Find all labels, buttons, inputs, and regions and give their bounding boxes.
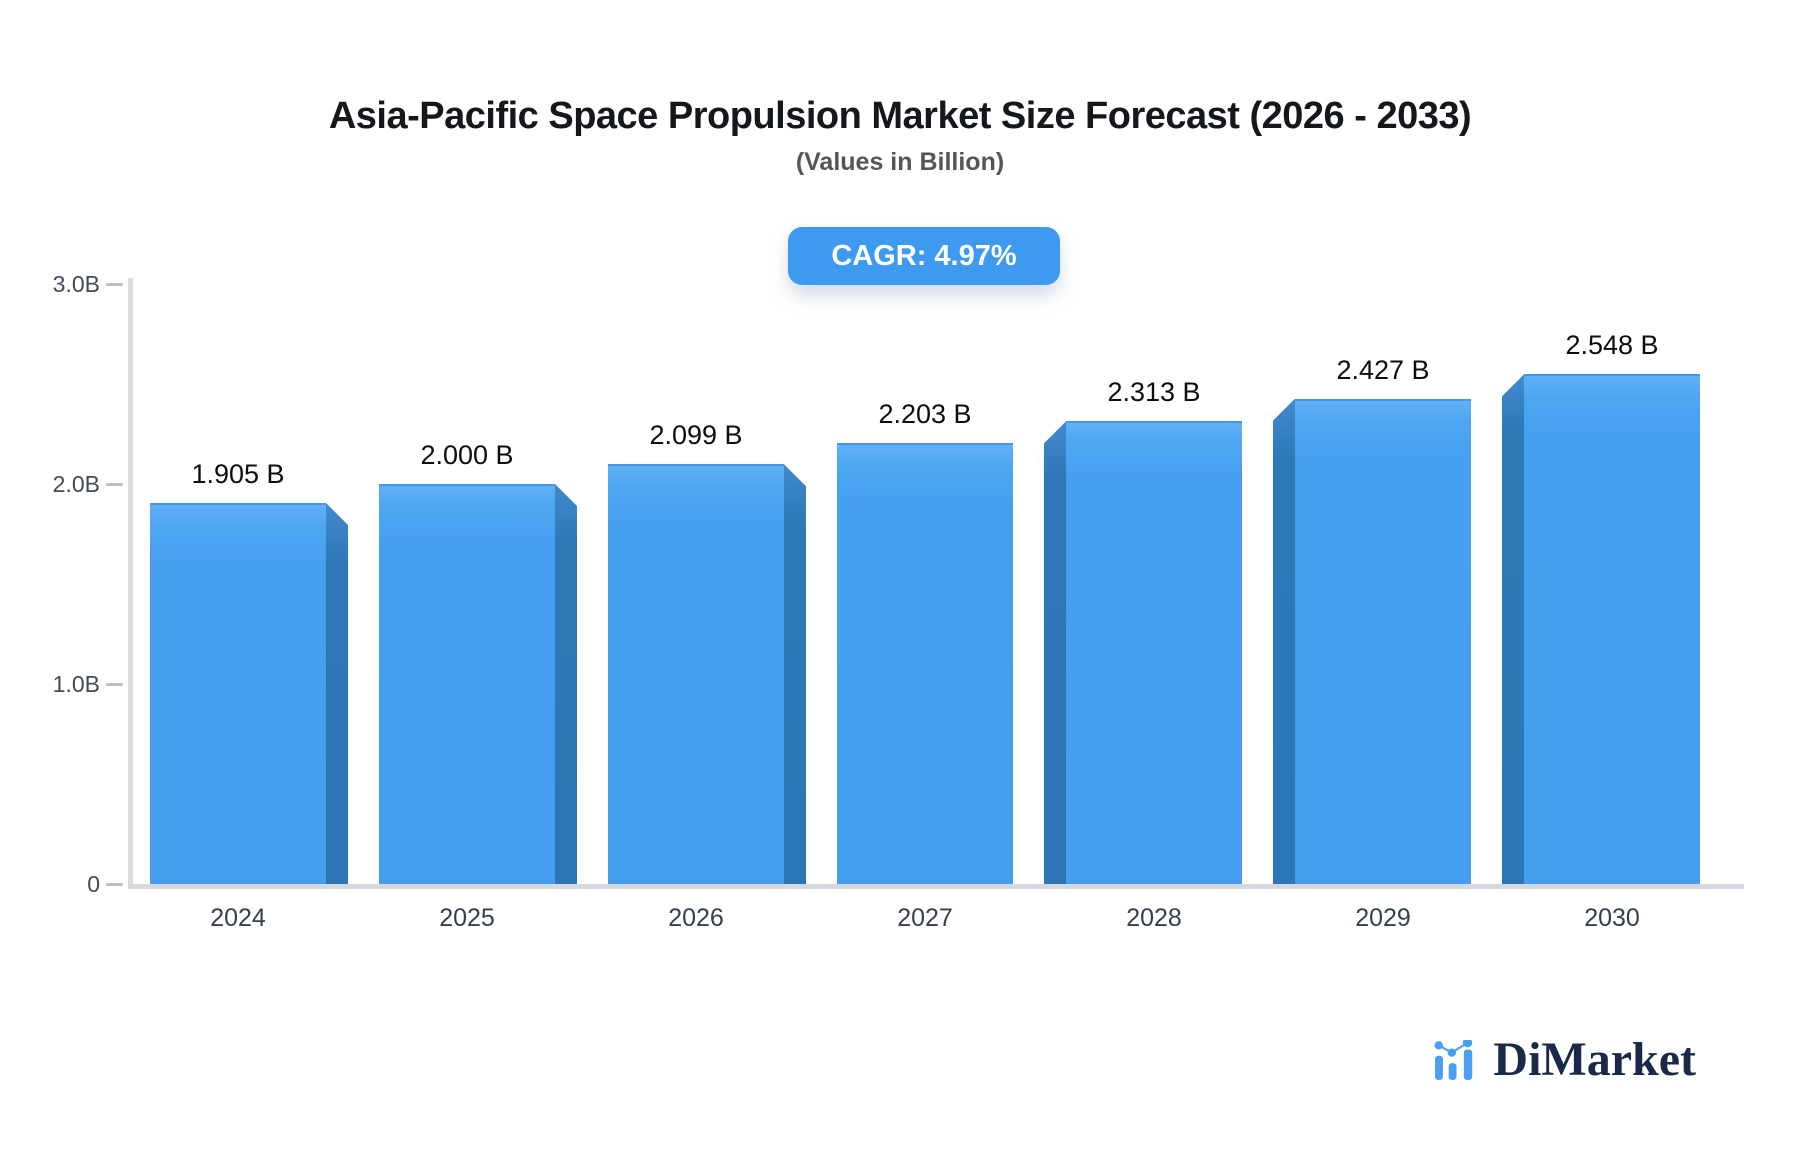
bar-value-label-2026: 2.099 B (649, 420, 743, 451)
bar-2026 (608, 464, 784, 884)
bar-3d-side-2030 (1502, 374, 1524, 884)
y-tick-label: 2.0B (52, 471, 100, 497)
brand-logo: DiMarket (1434, 1032, 1696, 1087)
bar-value-label-2030: 2.548 B (1565, 330, 1659, 361)
y-tick-label: 1.0B (52, 671, 100, 697)
bar-3d-side-2026 (784, 464, 806, 884)
x-tick-label-2025: 2025 (439, 904, 495, 932)
x-tick-label-2029: 2029 (1355, 904, 1411, 932)
bar-2028 (1066, 421, 1242, 884)
bar-3d-side-2028 (1044, 421, 1066, 884)
bar-3d-side-2025 (555, 484, 577, 884)
cagr-badge: CAGR: 4.97% (788, 227, 1060, 285)
y-tick-mark (106, 483, 123, 486)
chart-title: Asia-Pacific Space Propulsion Market Siz… (328, 95, 1472, 137)
y-axis-line (128, 278, 133, 884)
bar-3d-side-2024 (326, 503, 348, 884)
bar-2025 (379, 484, 555, 884)
bar-2024 (150, 503, 326, 884)
bar-2027 (837, 443, 1013, 884)
bar-chart-logo-icon (1434, 1039, 1473, 1080)
bar-value-label-2025: 2.000 B (420, 440, 514, 470)
y-tick-label: 0 (87, 871, 100, 897)
x-tick-label-2024: 2024 (210, 904, 266, 932)
bar-3d-side-2029 (1273, 398, 1295, 884)
bar-value-label-2029: 2.427 B (1336, 354, 1430, 385)
x-tick-label-2028: 2028 (1126, 904, 1182, 932)
brand-name: DiMarket (1493, 1033, 1696, 1086)
x-tick-label-2026: 2026 (668, 904, 724, 932)
x-tick-label-2030: 2030 (1584, 904, 1640, 932)
y-tick-mark (106, 283, 123, 286)
y-tick-label: 3.0B (52, 271, 100, 297)
bar-value-label-2028: 2.313 B (1107, 377, 1201, 408)
bar-2029 (1295, 398, 1471, 884)
bar-value-label-2024: 1.905 B (191, 459, 285, 489)
bar-2030 (1524, 374, 1700, 884)
bar-value-label-2027: 2.203 B (878, 399, 972, 430)
y-tick-mark (106, 883, 123, 886)
chart-subtitle: (Values in Billion) (795, 148, 1005, 176)
y-tick-mark (106, 683, 123, 686)
x-axis-baseline (128, 884, 1744, 889)
x-tick-label-2027: 2027 (897, 904, 953, 932)
